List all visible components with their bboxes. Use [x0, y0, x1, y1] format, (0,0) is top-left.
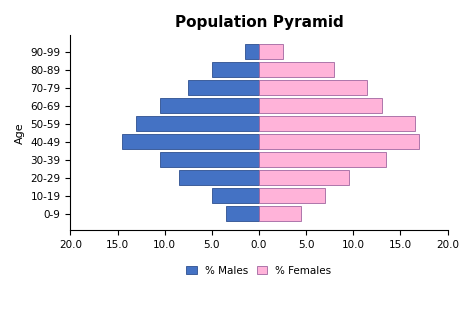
Bar: [245, 44, 259, 60]
Bar: [259, 62, 334, 77]
Legend: % Males, % Females: % Males, % Females: [182, 261, 336, 280]
Bar: [259, 188, 325, 203]
Bar: [226, 206, 259, 221]
Bar: [259, 98, 382, 113]
Bar: [259, 134, 419, 149]
Bar: [259, 152, 386, 167]
Bar: [188, 80, 259, 95]
Bar: [259, 206, 301, 221]
Bar: [212, 188, 259, 203]
Bar: [122, 134, 259, 149]
Bar: [259, 170, 348, 185]
Bar: [160, 98, 259, 113]
Bar: [259, 80, 367, 95]
Bar: [160, 152, 259, 167]
Bar: [212, 62, 259, 77]
Bar: [259, 44, 283, 60]
Bar: [259, 116, 414, 131]
Bar: [137, 116, 259, 131]
Bar: [179, 170, 259, 185]
Title: Population Pyramid: Population Pyramid: [174, 15, 343, 30]
Y-axis label: Age: Age: [15, 122, 25, 144]
